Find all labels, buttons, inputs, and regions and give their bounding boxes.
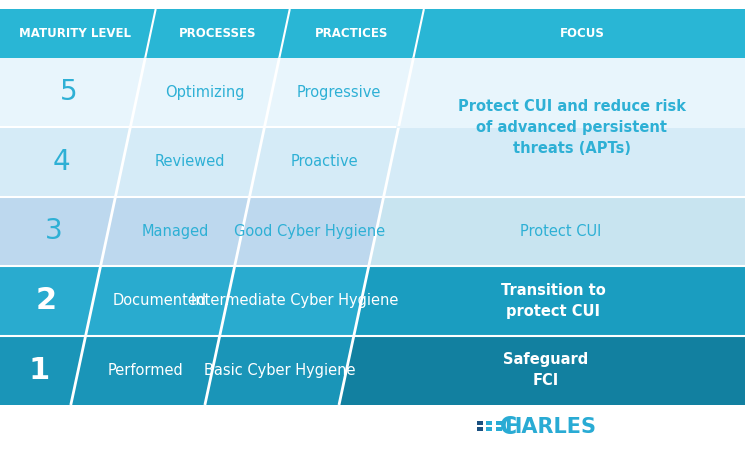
Text: Documented: Documented [113, 293, 207, 308]
Bar [496, 421, 502, 425]
Polygon shape [0, 58, 745, 127]
Text: PRACTICES: PRACTICES [315, 27, 388, 40]
Text: Optimizing: Optimizing [165, 85, 244, 100]
Polygon shape [0, 266, 745, 336]
Text: C: C [500, 415, 518, 439]
Text: 3: 3 [45, 217, 63, 245]
Polygon shape [396, 126, 745, 128]
Text: Protect CUI: Protect CUI [520, 224, 601, 239]
Polygon shape [369, 197, 745, 266]
Text: 5: 5 [60, 78, 77, 106]
Text: 2: 2 [36, 286, 57, 315]
Text: Transition to
protect CUI: Transition to protect CUI [501, 283, 606, 319]
Text: MATURITY LEVEL: MATURITY LEVEL [19, 27, 131, 40]
Polygon shape [354, 266, 745, 336]
Polygon shape [0, 336, 745, 405]
Text: Progressive: Progressive [297, 85, 381, 100]
Text: Good Cyber Hygiene: Good Cyber Hygiene [234, 224, 384, 239]
Bar [486, 421, 492, 425]
Text: 1: 1 [28, 356, 50, 385]
Polygon shape [0, 9, 745, 58]
Polygon shape [0, 127, 745, 197]
Text: HARLES: HARLES [504, 417, 597, 437]
Bar [477, 427, 483, 431]
Polygon shape [0, 197, 745, 266]
Text: Intermediate Cyber Hygiene: Intermediate Cyber Hygiene [191, 293, 398, 308]
Text: Safeguard
FCI: Safeguard FCI [503, 352, 589, 388]
Bar [496, 427, 502, 431]
Text: Basic Cyber Hygiene: Basic Cyber Hygiene [203, 363, 355, 378]
Text: FOCUS: FOCUS [559, 27, 604, 40]
Polygon shape [339, 336, 745, 405]
Bar [477, 421, 483, 425]
Text: Managed: Managed [142, 224, 209, 239]
Text: Proactive: Proactive [291, 154, 358, 169]
Text: 4: 4 [53, 148, 70, 176]
Bar [486, 427, 492, 431]
Text: Performed: Performed [107, 363, 183, 378]
Text: PROCESSES: PROCESSES [179, 27, 256, 40]
Text: Protect CUI and reduce risk
of advanced persistent
threats (APTs): Protect CUI and reduce risk of advanced … [457, 99, 686, 156]
Text: Reviewed: Reviewed [155, 154, 225, 169]
